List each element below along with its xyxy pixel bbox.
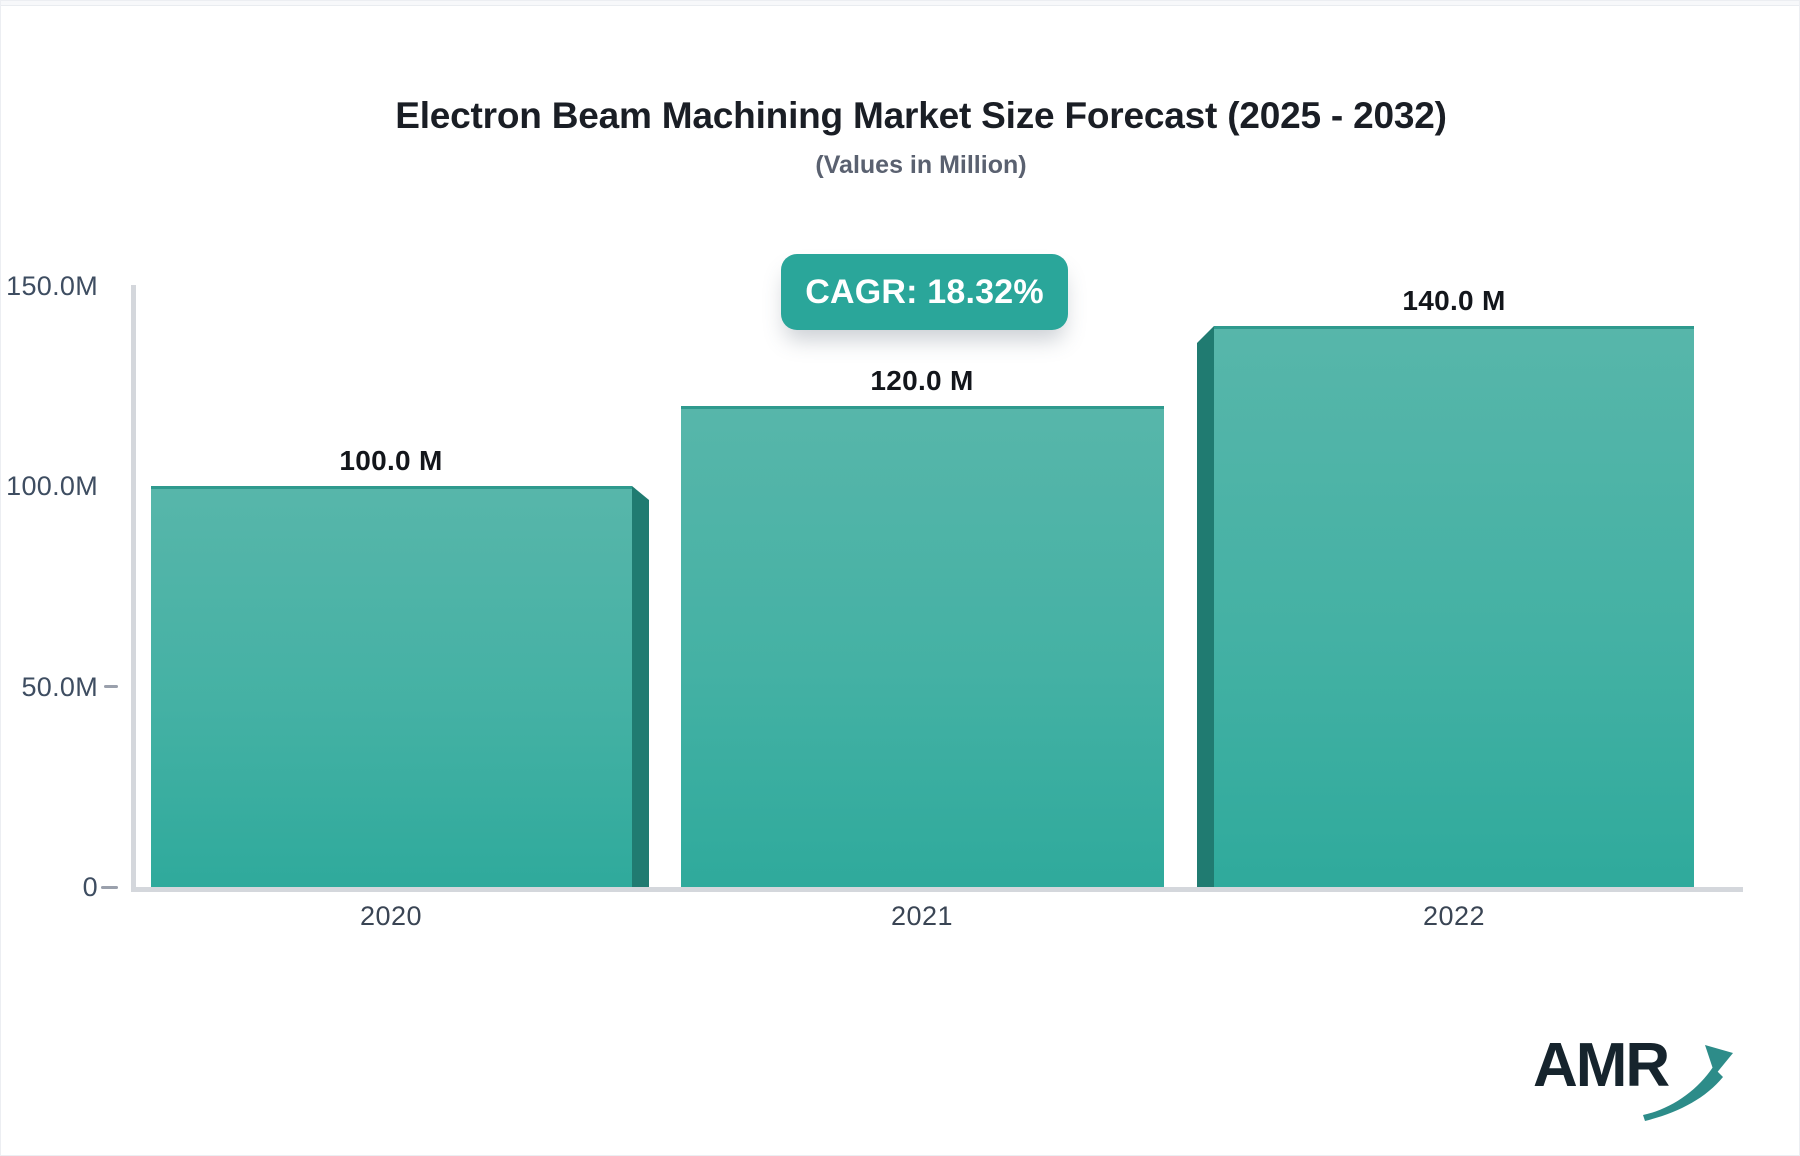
bar-2022 (1214, 326, 1694, 887)
growth-arrow-icon (1643, 1045, 1733, 1121)
y-tick-mark-0 (101, 886, 118, 889)
bar-2021 (681, 406, 1164, 887)
bar-value-label-2022: 140.0 M (1402, 285, 1506, 316)
bar-bevel-2020 (632, 486, 649, 887)
bar-value-label-2021: 120.0 M (870, 365, 974, 396)
cagr-badge: CAGR: 18.32% (781, 254, 1068, 330)
bar-value-label-2020: 100.0 M (339, 445, 443, 476)
x-axis-line (131, 887, 1743, 892)
bar-2020 (151, 486, 632, 887)
y-tick-mark-50 (104, 685, 118, 688)
page-subtitle: (Values in Million) (815, 151, 1027, 179)
amr-logo-text: AMR (1533, 1031, 1670, 1100)
x-axis-label-2021: 2021 (890, 901, 954, 931)
cagr-badge-label: CAGR: 18.32% (805, 272, 1044, 311)
x-axis-label-2020: 2020 (359, 901, 423, 931)
y-tick-label-150: 150.0M (6, 270, 98, 301)
y-tick-label-100: 100.0M (6, 471, 98, 501)
y-axis-line (131, 285, 136, 892)
page-title: Electron Beam Machining Market Size Fore… (395, 95, 1447, 136)
top-border-band (1, 1, 1799, 6)
amr-logo: AMR (1533, 1033, 1733, 1123)
bar-bevel-2022 (1197, 326, 1214, 887)
x-axis-label-2022: 2022 (1422, 901, 1486, 931)
y-tick-label-50: 50.0M (21, 671, 98, 702)
y-tick-label-0: 0 (82, 872, 98, 902)
